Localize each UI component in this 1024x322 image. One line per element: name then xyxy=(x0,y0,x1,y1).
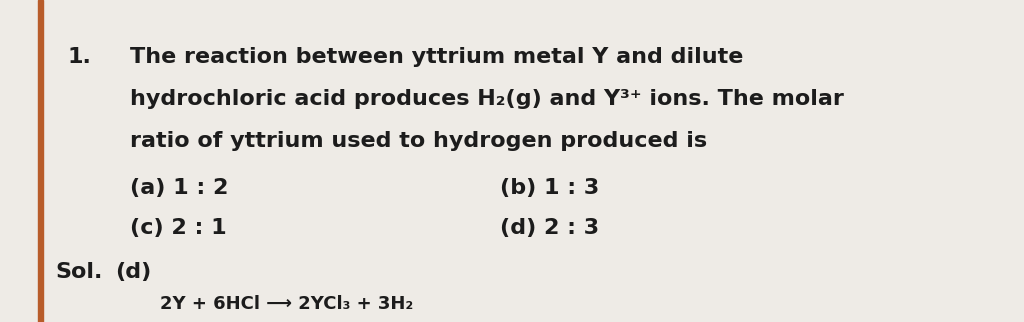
Text: The reaction between yttrium metal Y and dilute: The reaction between yttrium metal Y and… xyxy=(130,47,743,67)
Text: (a) 1 : 2: (a) 1 : 2 xyxy=(130,178,228,198)
Text: (b) 1 : 3: (b) 1 : 3 xyxy=(500,178,599,198)
Text: Sol.: Sol. xyxy=(55,262,102,282)
Text: 1.: 1. xyxy=(68,47,92,67)
Bar xyxy=(38,0,43,322)
Text: (c) 2 : 1: (c) 2 : 1 xyxy=(130,218,226,238)
Text: (d) 2 : 3: (d) 2 : 3 xyxy=(500,218,599,238)
Text: hydrochloric acid produces H₂(g) and Y³⁺ ions. The molar: hydrochloric acid produces H₂(g) and Y³⁺… xyxy=(130,89,844,109)
Text: (d): (d) xyxy=(115,262,152,282)
Text: ratio of yttrium used to hydrogen produced is: ratio of yttrium used to hydrogen produc… xyxy=(130,131,708,151)
Text: 2Y + 6HCl ⟶ 2YCl₃ + 3H₂: 2Y + 6HCl ⟶ 2YCl₃ + 3H₂ xyxy=(160,295,414,313)
